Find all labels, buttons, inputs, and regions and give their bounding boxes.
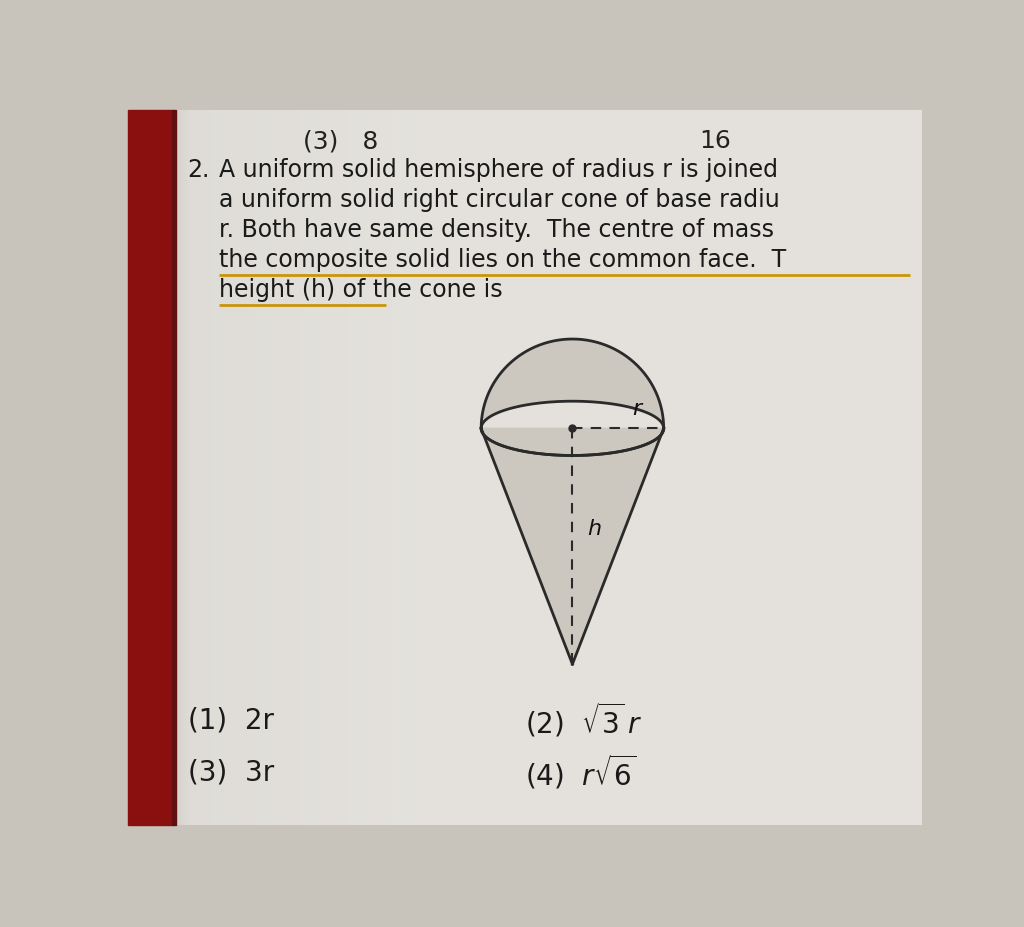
Text: r. Both have same density.  The centre of mass: r. Both have same density. The centre of… [219,218,774,242]
Text: (2)  $\sqrt{3}\,r$: (2) $\sqrt{3}\,r$ [524,700,642,739]
Text: $r$: $r$ [632,399,644,418]
Bar [128,111,172,825]
Text: (4)  $r\sqrt{6}$: (4) $r\sqrt{6}$ [524,752,636,791]
Text: (3)  3r: (3) 3r [187,757,273,785]
Polygon shape [481,339,664,429]
Text: (1)  2r: (1) 2r [187,705,273,733]
Text: $h$: $h$ [587,519,601,539]
Text: 16: 16 [699,129,731,153]
Text: height (h) of the cone is: height (h) of the cone is [219,277,503,301]
Text: A uniform solid hemisphere of radius r is joined: A uniform solid hemisphere of radius r i… [219,158,778,182]
Text: a uniform solid right circular cone of base radiu: a uniform solid right circular cone of b… [219,187,780,211]
Polygon shape [481,429,664,665]
Bar [172,111,176,825]
Text: the composite solid lies on the common face.  T: the composite solid lies on the common f… [219,248,786,272]
Text: 2.: 2. [187,158,210,182]
Text: (3)   8: (3) 8 [303,129,378,153]
